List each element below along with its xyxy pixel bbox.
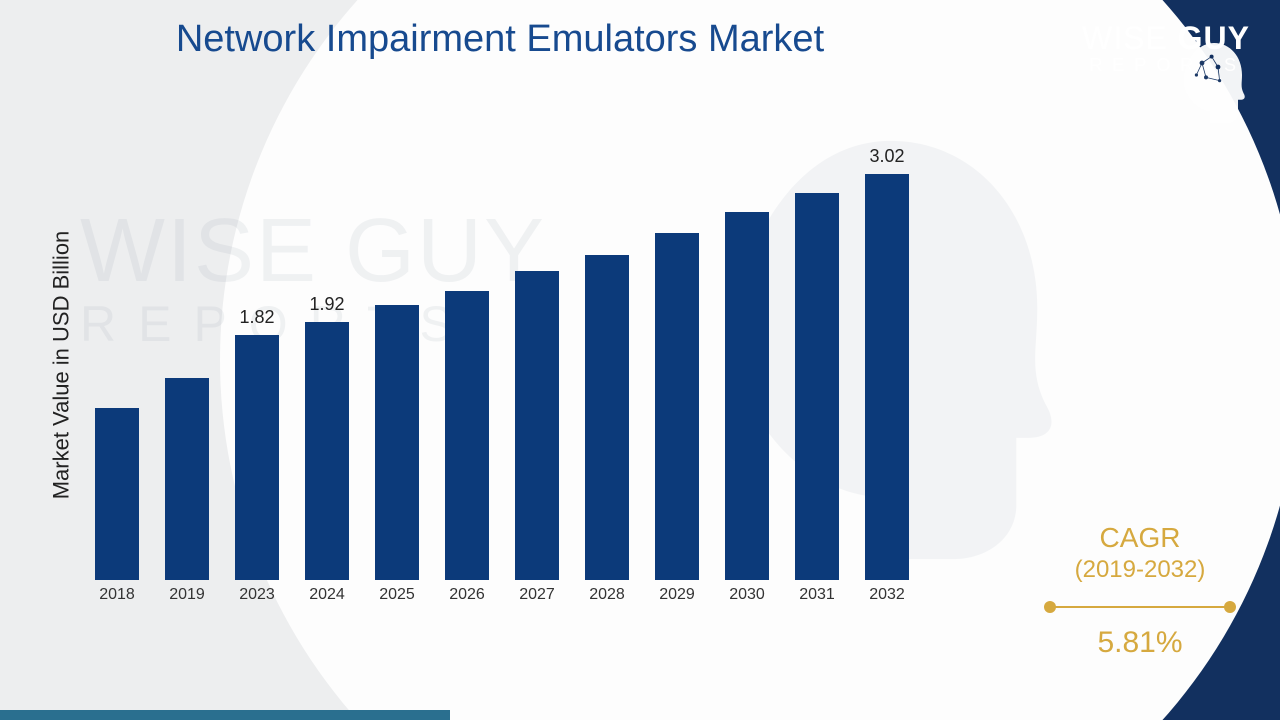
x-axis-tick-label: 2032 [864,586,910,604]
bar [585,255,629,580]
bar [795,193,839,580]
bar [445,291,489,580]
bar-value-label: 1.82 [239,307,274,329]
bar-value-label: 3.02 [869,146,904,168]
cagr-value: 5.81% [1030,626,1250,660]
bar [655,233,699,580]
x-axis-tick-label: 2026 [444,586,490,604]
bars-container: 1.821.923.02 [90,150,910,580]
chart-title: Network Impairment Emulators Market [50,18,950,61]
x-axis-labels: 2018 2019 2023 2024 2025 2026 2027 2028 2029 2030… [90,586,910,604]
bar-wrap [724,184,770,580]
bar-value-label: 1.92 [309,294,344,316]
infographic-canvas: WISE GUY REPORTS Network Impairment Emul… [0,0,1280,720]
bar-wrap [584,227,630,580]
chart-plot-area: 1.821.923.02 [90,150,910,580]
x-axis-tick-label: 2028 [584,586,630,604]
cagr-box: CAGR (2019-2032) 5.81% [1030,522,1250,660]
brand-logo: WISE GUY REPORTS [1000,20,1250,76]
bottom-accent-strip [0,710,450,720]
bar-wrap [444,263,490,580]
bar-wrap [374,277,420,580]
x-axis-tick-label: 2027 [514,586,560,604]
bar [95,408,139,580]
cagr-range: (2019-2032) [1030,556,1250,584]
bar [305,322,349,580]
bar [375,305,419,580]
logo-word-wise: WISE [1082,20,1168,56]
bar-wrap [794,165,840,580]
x-axis-tick-label: 2031 [794,586,840,604]
cagr-title: CAGR [1030,522,1250,554]
x-axis-tick-label: 2019 [164,586,210,604]
x-axis-tick-label: 2024 [304,586,350,604]
bar [235,335,279,580]
bar [515,271,559,580]
bar-wrap: 1.82 [234,307,280,580]
bar-wrap [514,243,560,580]
bar [865,174,909,580]
bar [725,212,769,580]
x-axis-tick-label: 2030 [724,586,770,604]
x-axis-tick-label: 2025 [374,586,420,604]
bar [165,378,209,580]
x-axis-tick-label: 2029 [654,586,700,604]
x-axis-tick-label: 2023 [234,586,280,604]
bar-wrap [94,380,140,580]
y-axis-label: Market Value in USD Billion [48,231,74,500]
logo-head-icon [1170,38,1250,128]
x-axis-tick-label: 2018 [94,586,140,604]
cagr-divider-line [1050,606,1230,608]
y-axis-label-container: Market Value in USD Billion [46,150,76,580]
bar-wrap: 3.02 [864,146,910,580]
bar-wrap: 1.92 [304,294,350,580]
bar-wrap [654,205,700,580]
bar-wrap [164,350,210,580]
